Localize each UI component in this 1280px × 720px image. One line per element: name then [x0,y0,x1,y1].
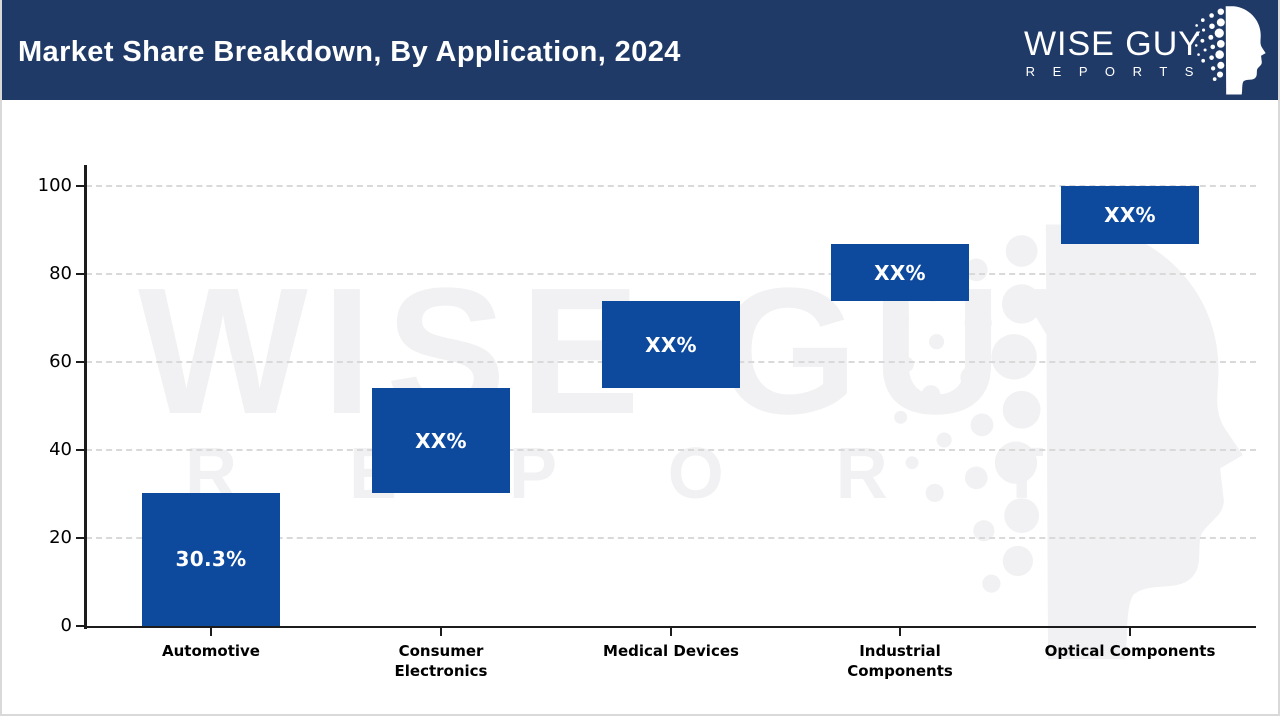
bar-value-label: 30.3% [175,547,247,572]
x-category-label-line: Medical Devices [603,642,739,660]
x-category-label-line: Optical Components [1044,642,1216,660]
gridline [86,273,1256,275]
y-tick-label: 0 [60,615,72,636]
x-tick-mark [439,628,443,636]
x-category-label-line: Industrial [859,642,941,660]
y-tick-label: 100 [37,175,72,196]
brand-logo-text: WISE GUY R E P O R T S [1023,25,1202,79]
brand-logo: WISE GUY R E P O R T S [1024,4,1270,96]
x-category-label: Automotive [111,641,311,661]
bar-consumer-electronics: XX% [372,388,510,493]
bar-medical-devices: XX% [602,301,740,389]
y-tick-mark [76,361,85,364]
y-tick-label: 40 [49,439,72,460]
gridline [86,449,1256,451]
y-tick-mark [76,537,85,540]
y-tick-mark [76,273,85,276]
x-tick-mark [1128,628,1132,636]
bar-value-label: XX% [645,332,697,357]
y-tick-mark [76,449,85,452]
x-category-label: Optical Components [1030,641,1230,661]
y-tick-label: 80 [49,263,72,284]
y-axis [84,165,87,629]
gridline [86,537,1256,539]
x-category-label-line: Components [847,662,953,680]
bar-optical-components: XX% [1061,186,1199,245]
x-category-label-line: Automotive [162,642,260,660]
bar-value-label: XX% [1104,203,1156,228]
bar-value-label: XX% [874,260,926,285]
x-tick-mark [209,628,213,636]
brand-head-icon [1194,6,1266,95]
x-axis [84,625,1256,629]
brand-subname: R E P O R T S [1025,63,1201,79]
x-category-label: Industrial Components [800,641,1000,681]
x-category-label: Medical Devices [571,641,771,661]
y-tick-mark [76,185,85,188]
x-tick-mark [898,628,902,636]
x-tick-mark [669,628,673,636]
y-tick-label: 60 [49,351,72,372]
x-category-label: Consumer Electronics [341,641,541,681]
chart-title: Market Share Breakdown, By Application, … [18,36,681,68]
y-tick-mark [76,625,85,628]
bar-industrial-components: XX% [831,244,969,302]
bar-value-label: XX% [415,428,467,453]
x-category-label-line: Consumer [398,642,484,660]
x-category-label-line: Electronics [394,662,488,680]
header-band: Market Share Breakdown, By Application, … [0,0,1280,100]
gridline [86,185,1256,187]
y-tick-label: 20 [49,527,72,548]
bar-automotive: 30.3% [142,492,280,626]
brand-name: WISE GUY [1023,25,1202,64]
